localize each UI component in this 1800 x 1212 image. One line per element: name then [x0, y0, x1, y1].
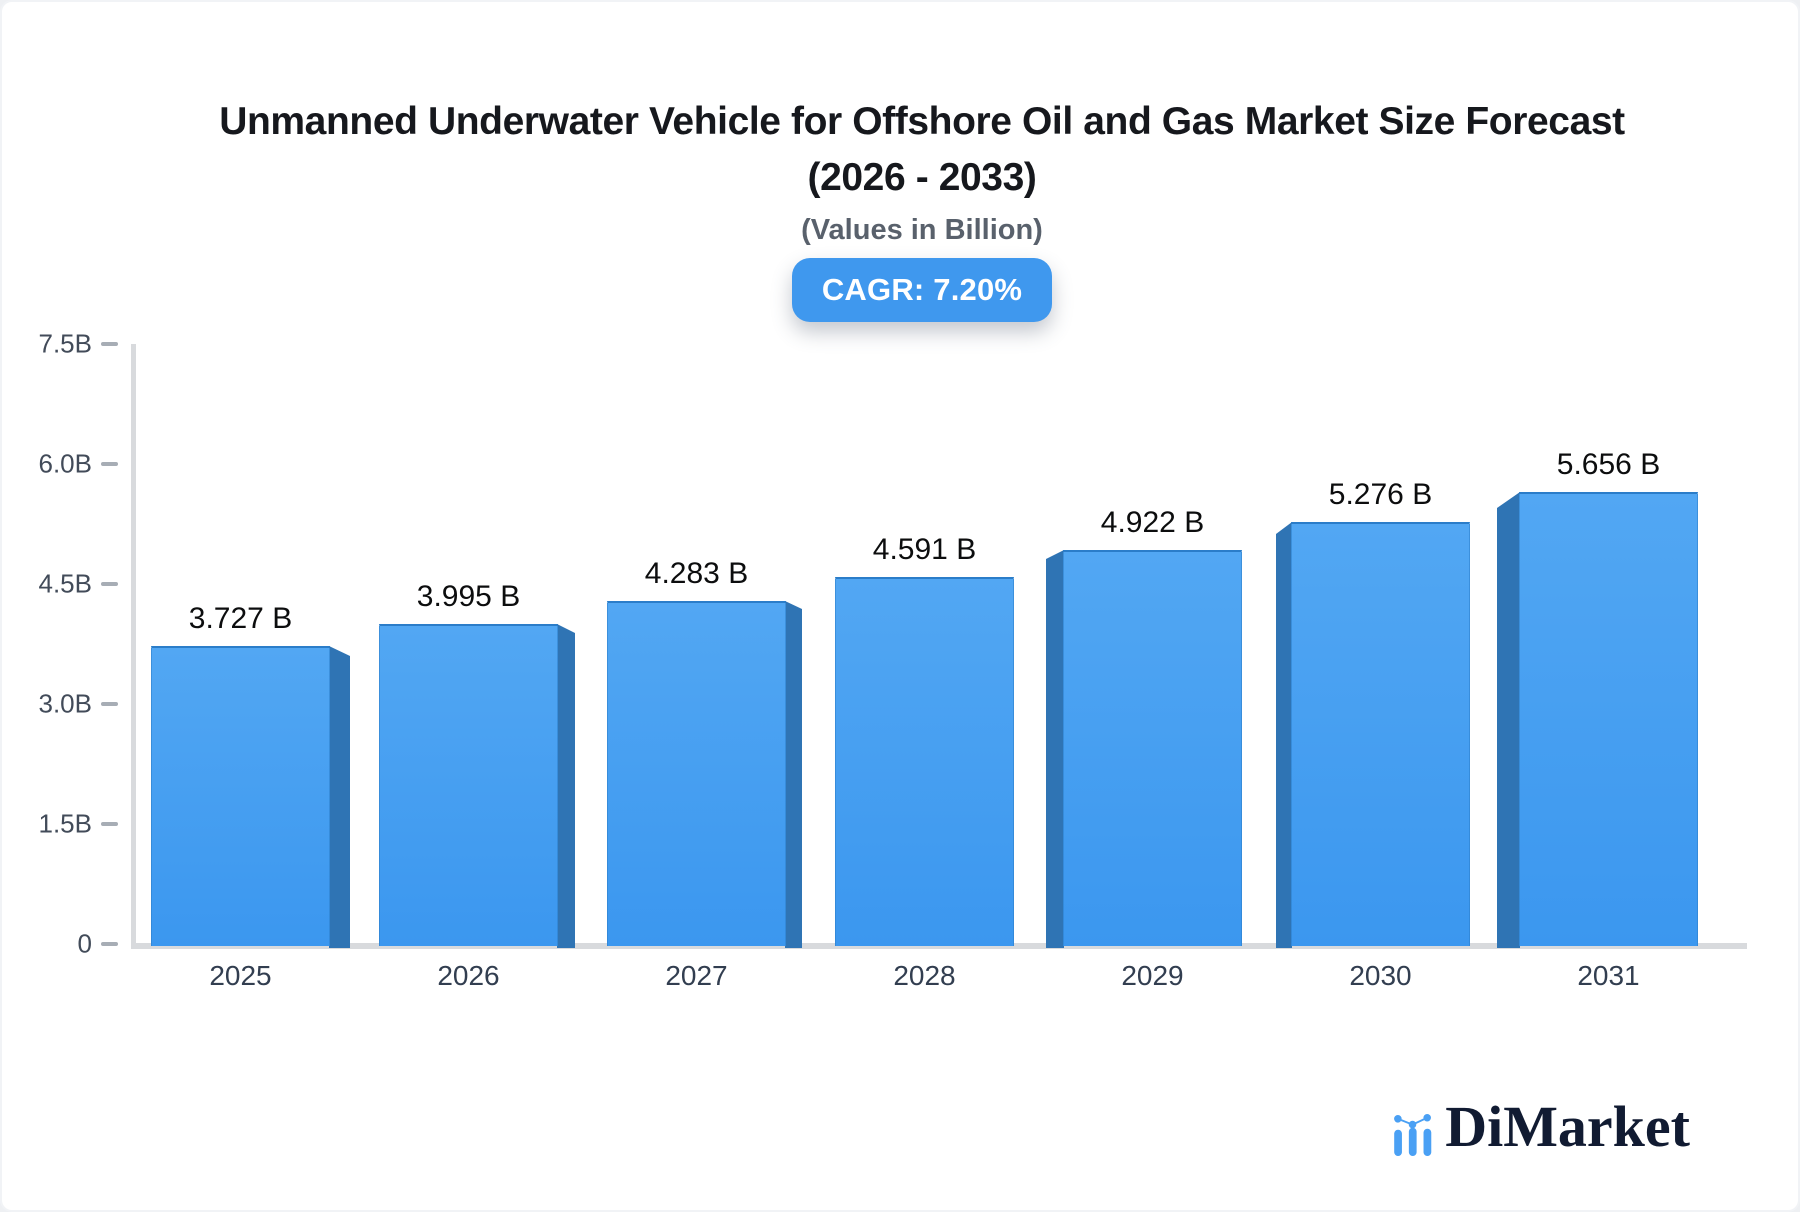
mini-bar-chart-icon: [1394, 1113, 1432, 1156]
y-tick-label: 0: [77, 928, 92, 959]
value-label: 5.276 B: [1328, 478, 1433, 511]
chart-subtitle: (Values in Billion): [801, 214, 1043, 246]
bar-group: [1046, 550, 1242, 948]
bar-side-face: [557, 624, 575, 948]
chart-title-line2: (2026 - 2033): [807, 156, 1037, 199]
year-label: 2028: [893, 960, 956, 991]
y-tick-dash: [101, 462, 118, 466]
y-tick-label: 1.5B: [38, 808, 93, 839]
value-label: 3.995 B: [416, 580, 521, 613]
bar-body[interactable]: [1519, 492, 1698, 946]
value-label: 3.727 B: [188, 602, 293, 635]
bar-side-face: [1497, 492, 1520, 948]
year-label: 2025: [209, 960, 272, 991]
bar-body[interactable]: [607, 601, 786, 946]
year-label: 2030: [1349, 960, 1412, 991]
bar-side-face: [329, 646, 350, 948]
year-label: 2027: [665, 960, 728, 991]
chart-title-line1: Unmanned Underwater Vehicle for Offshore…: [219, 100, 1625, 143]
y-tick-dash: [101, 582, 118, 586]
y-tick-label: 4.5B: [38, 568, 93, 599]
y-tick-label: 7.5B: [38, 328, 93, 359]
y-tick-dash: [101, 942, 118, 946]
bar-side-face: [1046, 550, 1064, 948]
value-label: 4.591 B: [872, 533, 977, 566]
bar-group: [151, 646, 350, 948]
bar-body[interactable]: [1291, 522, 1470, 946]
value-label: 4.283 B: [644, 557, 749, 590]
dimarket-logo: DiMarket: [1391, 1098, 1690, 1156]
bar-group: [835, 577, 1014, 946]
y-tick-label: 3.0B: [38, 688, 93, 719]
y-tick-label: 6.0B: [38, 448, 93, 479]
y-tick-dash: [101, 822, 118, 826]
bar-group: [1497, 492, 1698, 948]
x-axis-baseline: [131, 943, 1747, 949]
year-label: 2026: [437, 960, 500, 991]
bar-group: [607, 601, 802, 948]
cagr-badge: CAGR: 7.20%: [791, 258, 1053, 322]
y-tick-dash: [101, 342, 118, 346]
year-label: 2031: [1577, 960, 1640, 991]
bar-body[interactable]: [835, 577, 1014, 946]
y-tick-dash: [101, 702, 118, 706]
bar-group: [379, 624, 575, 948]
bar-body[interactable]: [379, 624, 558, 946]
bar-side-face: [1276, 522, 1292, 948]
bar-body[interactable]: [1063, 550, 1242, 946]
chart-header: Unmanned Underwater Vehicle for Offshore…: [42, 94, 1798, 322]
bar-body[interactable]: [151, 646, 330, 946]
bar-group: [1276, 522, 1470, 948]
bar-side-face: [785, 601, 802, 948]
year-label: 2029: [1121, 960, 1184, 991]
logo-text: DiMarket: [1445, 1094, 1690, 1159]
value-label: 5.656 B: [1556, 448, 1661, 481]
y-axis-line: [131, 344, 136, 949]
value-label: 4.922 B: [1100, 506, 1205, 539]
